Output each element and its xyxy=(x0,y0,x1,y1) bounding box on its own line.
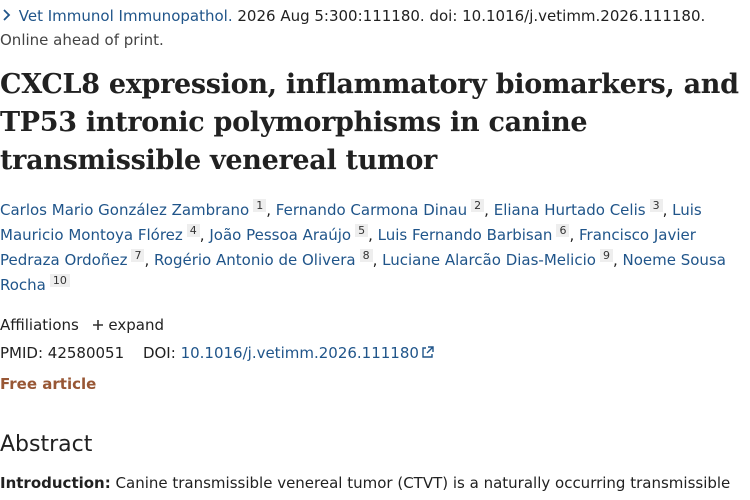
author-separator: , xyxy=(372,251,378,269)
identifiers: PMID: 42580051 DOI: 10.1016/j.vetimm.202… xyxy=(0,342,750,364)
author: Rogério Antonio de Olivera 8, xyxy=(154,249,378,269)
journal-link[interactable]: Vet Immunol Immunopathol. xyxy=(18,7,233,25)
pmid: 42580051 xyxy=(47,344,125,362)
author: João Pessoa Araújo 5, xyxy=(209,224,373,244)
author-separator: , xyxy=(484,201,489,219)
article-title: CXCL8 expression, inflammatory biomarker… xyxy=(0,69,739,176)
doi-link[interactable]: 10.1016/j.vetimm.2026.111180 xyxy=(181,344,434,362)
affiliations-label: Affiliations xyxy=(0,316,79,334)
affiliation-number[interactable]: 1 xyxy=(253,199,267,212)
author-link[interactable]: Noeme Sousa Rocha xyxy=(0,251,726,294)
author-link[interactable]: Carlos Mario González Zambrano xyxy=(0,201,250,219)
section-text: Canine transmissible venereal tumor (CTV… xyxy=(115,474,731,492)
author-separator: , xyxy=(144,251,150,269)
abstract-intro: Introduction: Canine transmissible vener… xyxy=(0,472,750,494)
affiliation-number[interactable]: 9 xyxy=(599,249,613,262)
expand-label: expand xyxy=(108,316,164,334)
expand-toggle[interactable]: expand xyxy=(92,316,164,334)
affiliation-number[interactable]: 3 xyxy=(649,199,663,212)
author: Luis Fernando Barbisan 6, xyxy=(377,224,575,244)
affiliation-number[interactable]: 8 xyxy=(359,249,373,262)
abstract-heading: Abstract xyxy=(0,432,93,457)
doi-value: 10.1016/j.vetimm.2026.111180 xyxy=(180,344,419,362)
author-link[interactable]: Luis Mauricio Montoya Flórez xyxy=(0,201,702,244)
affiliation-number[interactable]: 4 xyxy=(186,224,200,237)
pmid-label: PMID: xyxy=(0,344,44,362)
author: Francisco Javier Pedraza Ordoñez 7, xyxy=(0,226,696,269)
author-link[interactable]: Rogério Antonio de Olivera xyxy=(154,251,356,269)
external-link-icon xyxy=(422,346,434,358)
doi-label: DOI: xyxy=(142,344,176,362)
author-separator: , xyxy=(368,226,373,244)
section-label: Introduction: xyxy=(0,474,111,492)
chevron-icon xyxy=(3,9,11,21)
free-article-badge: Free article xyxy=(0,375,97,393)
affiliation-number[interactable]: 2 xyxy=(471,199,485,212)
affiliation-number[interactable]: 5 xyxy=(355,224,369,237)
affiliation-number[interactable]: 7 xyxy=(131,249,145,262)
author-link[interactable]: Eliana Hurtado Celis xyxy=(493,201,646,219)
citation-details: 2026 Aug 5:300:111180. doi: 10.1016/j.ve… xyxy=(237,7,706,25)
author-link[interactable]: Luciane Alarcão Dias-Melicio xyxy=(382,251,596,269)
author: Noeme Sousa Rocha 10 xyxy=(0,251,726,294)
author: Fernando Carmona Dinau 2, xyxy=(275,199,489,219)
author: Eliana Hurtado Celis 3, xyxy=(493,199,668,219)
plus-icon xyxy=(92,320,103,330)
author-link[interactable]: Francisco Javier Pedraza Ordoñez xyxy=(0,226,696,269)
author-separator: , xyxy=(569,226,575,244)
affiliation-number[interactable]: 6 xyxy=(556,224,570,237)
author: Luis Mauricio Montoya Flórez 4, xyxy=(0,201,702,244)
citation: Vet Immunol Immunopathol. 2026 Aug 5:300… xyxy=(0,4,750,28)
author: Luciane Alarcão Dias-Melicio 9, xyxy=(382,249,618,269)
author-separator: , xyxy=(199,226,205,244)
author-link[interactable]: Luis Fernando Barbisan xyxy=(377,226,553,244)
affiliations: Affiliations expand xyxy=(0,314,750,336)
publication-status: Online ahead of print. xyxy=(0,31,164,49)
author-list: Carlos Mario González Zambrano 1, Fernand… xyxy=(0,198,735,298)
author-link[interactable]: Fernando Carmona Dinau xyxy=(275,201,468,219)
author: Carlos Mario González Zambrano 1, xyxy=(0,199,272,219)
author-separator: , xyxy=(662,201,668,219)
author-separator: , xyxy=(612,251,618,269)
affiliation-number[interactable]: 10 xyxy=(49,274,70,287)
author-link[interactable]: João Pessoa Araújo xyxy=(209,226,352,244)
author-separator: , xyxy=(266,201,272,219)
